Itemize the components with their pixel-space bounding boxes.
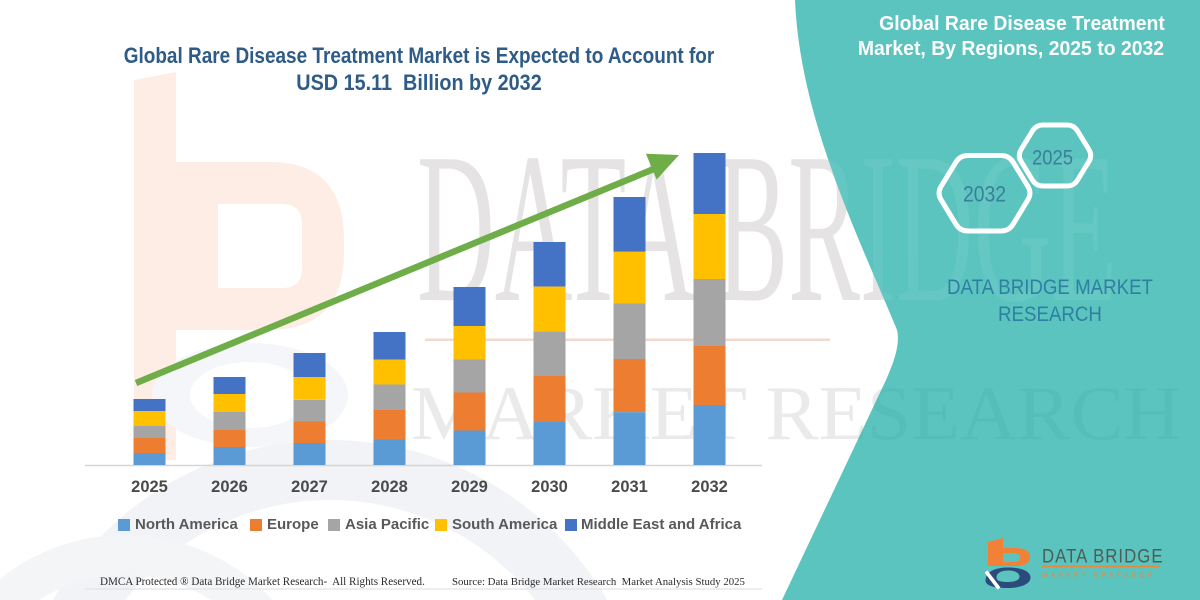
- svg-text:2032: 2032: [963, 182, 1006, 206]
- svg-text:2025: 2025: [1032, 146, 1073, 169]
- svg-text:DATA BRIDGE: DATA BRIDGE: [1042, 545, 1164, 566]
- svg-text:MARKET RESEARCH: MARKET RESEARCH: [1042, 573, 1155, 580]
- svg-text:MARKET RESEARCH: MARKET RESEARCH: [411, 370, 1181, 456]
